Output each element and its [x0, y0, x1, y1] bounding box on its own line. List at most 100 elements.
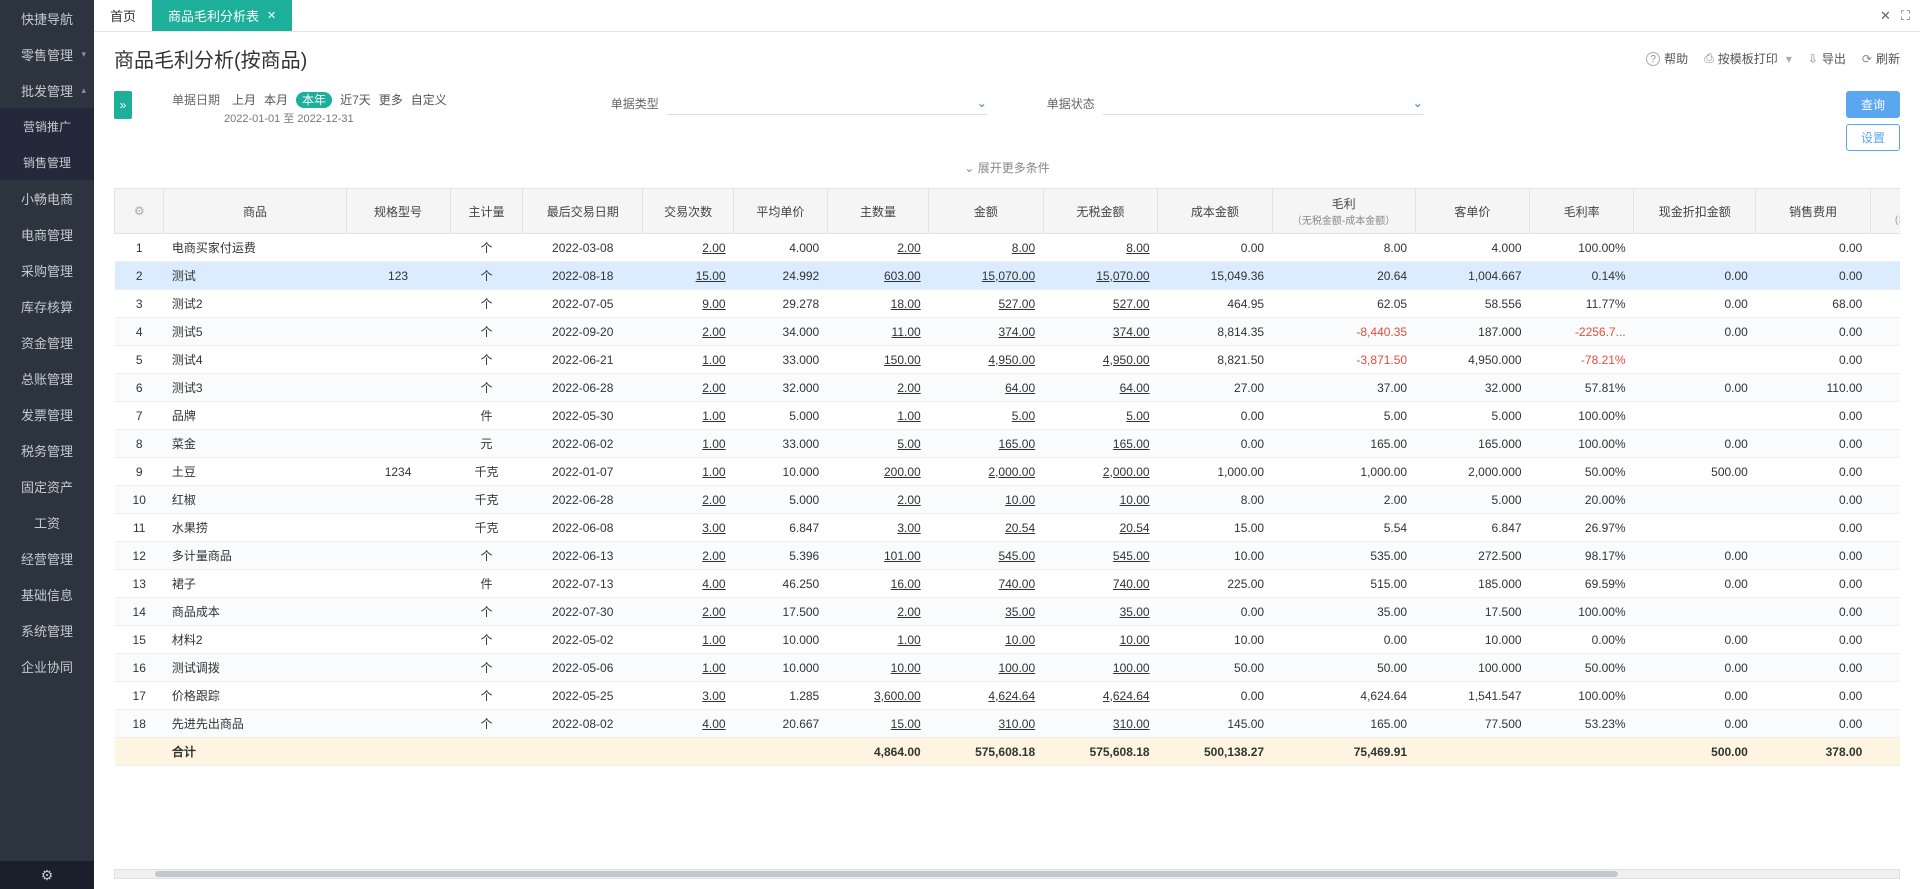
table-row[interactable]: 8菜金元2022-06-021.0033.0005.00165.00165.00…	[115, 430, 1901, 458]
drill-link[interactable]: 2.00	[702, 325, 725, 339]
drill-link[interactable]: 740.00	[998, 577, 1035, 591]
drill-link[interactable]: 64.00	[1120, 381, 1150, 395]
drill-link[interactable]: 1.00	[702, 661, 725, 675]
table-row[interactable]: 10红椒千克2022-06-282.005.0002.0010.0010.008…	[115, 486, 1901, 514]
drill-link[interactable]: 1.00	[702, 353, 725, 367]
drill-link[interactable]: 527.00	[1113, 297, 1150, 311]
drill-link[interactable]: 2.00	[702, 241, 725, 255]
drill-link[interactable]: 3.00	[702, 521, 725, 535]
drill-link[interactable]: 740.00	[1113, 577, 1150, 591]
drill-link[interactable]: 4,624.64	[1103, 689, 1150, 703]
drill-link[interactable]: 16.00	[891, 577, 921, 591]
drill-link[interactable]: 4,624.64	[988, 689, 1035, 703]
table-row[interactable]: 5测试4个2022-06-211.0033.000150.004,950.004…	[115, 346, 1901, 374]
table-row[interactable]: 2测试123个2022-08-1815.0024.992603.0015,070…	[115, 262, 1901, 290]
table-row[interactable]: 1电商买家付运费个2022-03-082.004.0002.008.008.00…	[115, 234, 1901, 262]
sidebar-item[interactable]: 销售管理	[0, 144, 94, 180]
table-row[interactable]: 9土豆1234千克2022-01-071.0010.000200.002,000…	[115, 458, 1901, 486]
drill-link[interactable]: 15,070.00	[982, 269, 1035, 283]
drill-link[interactable]: 35.00	[1005, 605, 1035, 619]
sidebar-item[interactable]: 库存核算	[0, 288, 94, 324]
drill-link[interactable]: 1.00	[897, 633, 920, 647]
sidebar-item[interactable]: 批发管理	[0, 72, 94, 108]
table-row[interactable]: 13裙子件2022-07-134.0046.25016.00740.00740.…	[115, 570, 1901, 598]
table-row[interactable]: 11水果捞千克2022-06-083.006.8473.0020.5420.54…	[115, 514, 1901, 542]
sidebar-item[interactable]: 固定资产	[0, 468, 94, 504]
close-icon[interactable]	[267, 9, 276, 22]
drill-link[interactable]: 5.00	[1126, 409, 1149, 423]
drill-link[interactable]: 2.00	[702, 605, 725, 619]
export-button[interactable]: 导出	[1808, 50, 1846, 67]
drill-link[interactable]: 2.00	[702, 549, 725, 563]
drill-link[interactable]: 20.54	[1005, 521, 1035, 535]
print-button[interactable]: 按模板打印 ▾	[1704, 50, 1792, 67]
type-select[interactable]: ⌄	[667, 91, 987, 115]
drill-link[interactable]: 64.00	[1005, 381, 1035, 395]
drill-link[interactable]: 603.00	[884, 269, 921, 283]
expand-filters[interactable]: ⌄ 展开更多条件	[114, 155, 1900, 180]
sidebar-item[interactable]: 工资	[0, 504, 94, 540]
drill-link[interactable]: 15.00	[891, 717, 921, 731]
drill-link[interactable]: 2.00	[702, 493, 725, 507]
tabs-close-all-icon[interactable]	[1880, 8, 1891, 24]
date-preset[interactable]: 近7天	[340, 93, 371, 107]
sidebar-item[interactable]: 总账管理	[0, 360, 94, 396]
collapse-filter-button[interactable]: »	[114, 91, 132, 119]
drill-link[interactable]: 165.00	[998, 437, 1035, 451]
table-row[interactable]: 18先进先出商品个2022-08-024.0020.66715.00310.00…	[115, 710, 1901, 738]
date-preset[interactable]: 更多	[379, 93, 403, 107]
drill-link[interactable]: 15.00	[696, 269, 726, 283]
table-row[interactable]: 3测试2个2022-07-059.0029.27818.00527.00527.…	[115, 290, 1901, 318]
table-header[interactable]: 规格型号	[346, 189, 450, 234]
fullscreen-icon[interactable]	[1901, 8, 1910, 24]
table-header[interactable]: 净利润（毛利-现金折扣-销售费	[1870, 189, 1900, 234]
drill-link[interactable]: 5.00	[897, 437, 920, 451]
drill-link[interactable]: 3.00	[897, 521, 920, 535]
drill-link[interactable]: 2,000.00	[1103, 465, 1150, 479]
drill-link[interactable]: 2.00	[897, 241, 920, 255]
table-row[interactable]: 6测试3个2022-06-282.0032.0002.0064.0064.002…	[115, 374, 1901, 402]
drill-link[interactable]: 2.00	[897, 493, 920, 507]
drill-link[interactable]: 374.00	[1113, 325, 1150, 339]
table-header[interactable]: 主数量	[827, 189, 928, 234]
drill-link[interactable]: 2.00	[897, 605, 920, 619]
sidebar-item[interactable]: 系统管理	[0, 612, 94, 648]
sidebar-item[interactable]: 快捷导航	[0, 0, 94, 36]
tab-home[interactable]: 首页	[94, 0, 152, 31]
drill-link[interactable]: 150.00	[884, 353, 921, 367]
sidebar-item[interactable]: 小畅电商	[0, 180, 94, 216]
table-row[interactable]: 7品牌件2022-05-301.005.0001.005.005.000.005…	[115, 402, 1901, 430]
drill-link[interactable]: 1.00	[702, 409, 725, 423]
sidebar-item[interactable]: 电商管理	[0, 216, 94, 252]
drill-link[interactable]: 4,950.00	[988, 353, 1035, 367]
table-header[interactable]: 商品	[164, 189, 346, 234]
drill-link[interactable]: 1.00	[702, 465, 725, 479]
drill-link[interactable]: 374.00	[998, 325, 1035, 339]
drill-link[interactable]: 100.00	[1113, 661, 1150, 675]
table-header[interactable]: 金额	[929, 189, 1043, 234]
table-row[interactable]: 15材料2个2022-05-021.0010.0001.0010.0010.00…	[115, 626, 1901, 654]
drill-link[interactable]: 10.00	[1005, 633, 1035, 647]
table-header[interactable]: 最后交易日期	[523, 189, 643, 234]
refresh-button[interactable]: 刷新	[1862, 50, 1900, 67]
drill-link[interactable]: 9.00	[702, 297, 725, 311]
date-preset[interactable]: 本月	[264, 93, 288, 107]
table-row[interactable]: 12多计量商品个2022-06-132.005.396101.00545.005…	[115, 542, 1901, 570]
drill-link[interactable]: 4,950.00	[1103, 353, 1150, 367]
table-header[interactable]: 交易次数	[643, 189, 734, 234]
drill-link[interactable]: 15,070.00	[1096, 269, 1149, 283]
drill-link[interactable]: 545.00	[998, 549, 1035, 563]
drill-link[interactable]: 165.00	[1113, 437, 1150, 451]
table-header[interactable]: ⚙	[115, 189, 164, 234]
drill-link[interactable]: 10.00	[1120, 493, 1150, 507]
drill-link[interactable]: 5.00	[1012, 409, 1035, 423]
search-button[interactable]: 查询	[1846, 91, 1900, 118]
drill-link[interactable]: 310.00	[998, 717, 1035, 731]
table-header[interactable]: 成本金额	[1158, 189, 1272, 234]
table-header[interactable]: 毛利率	[1530, 189, 1634, 234]
table-header[interactable]: 销售费用	[1756, 189, 1870, 234]
drill-link[interactable]: 1.00	[702, 437, 725, 451]
table-header[interactable]: 毛利（无税金额-成本金额）	[1272, 189, 1415, 234]
horizontal-scrollbar[interactable]	[114, 869, 1900, 879]
sidebar-item[interactable]: 发票管理	[0, 396, 94, 432]
